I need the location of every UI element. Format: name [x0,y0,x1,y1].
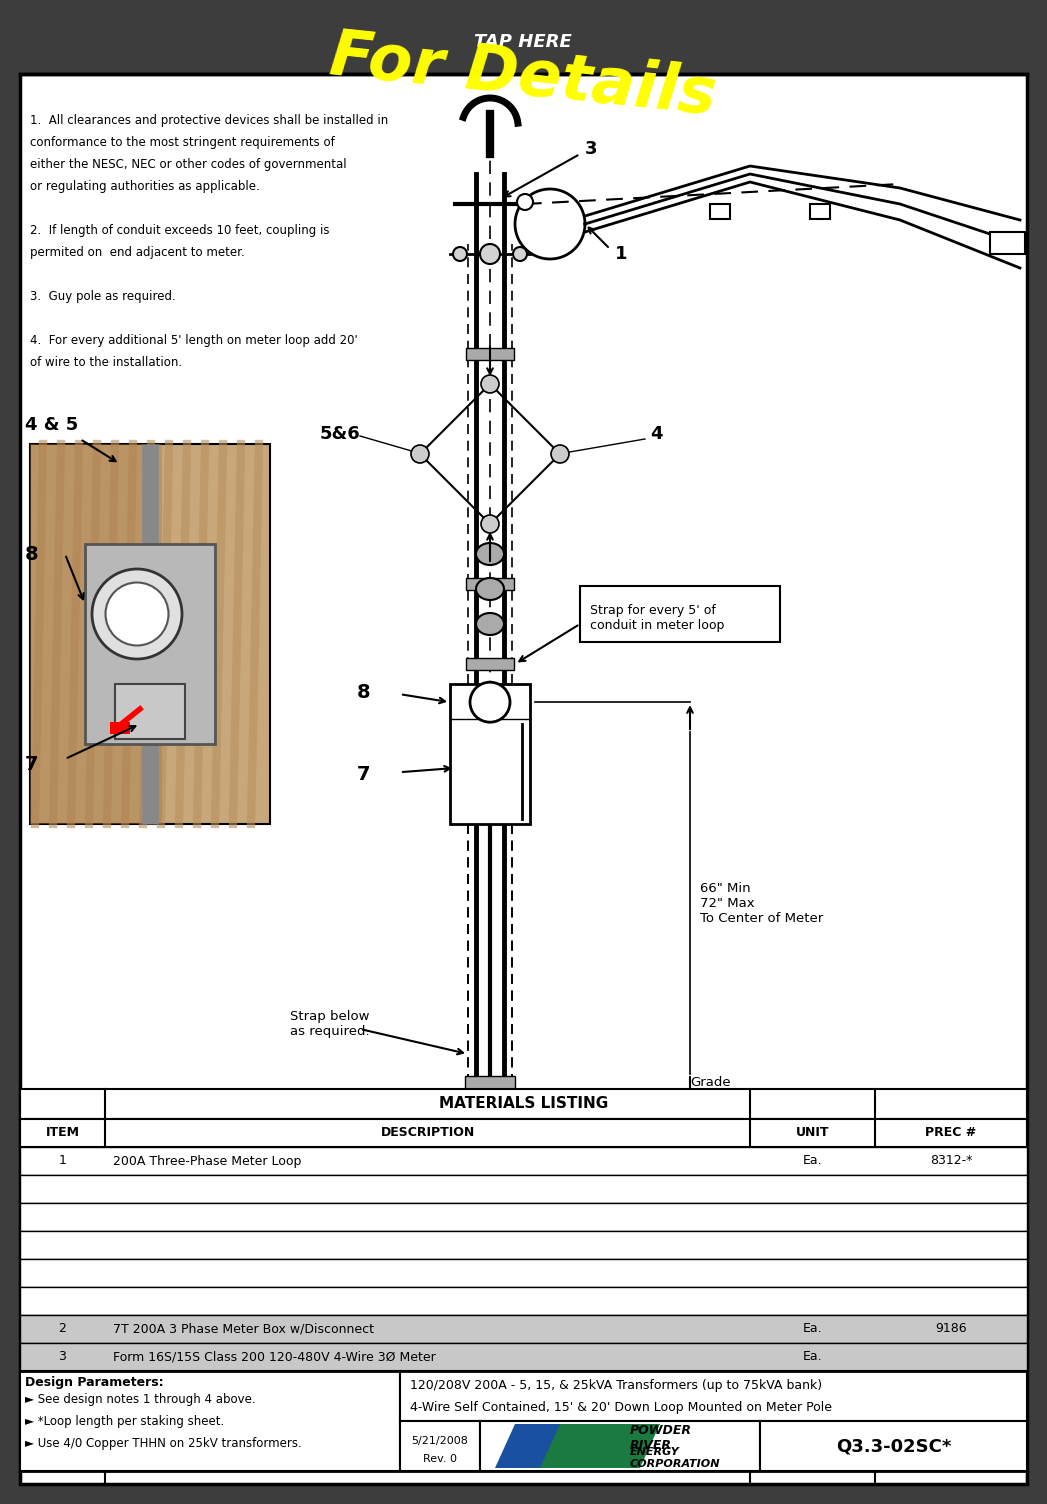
Circle shape [92,569,182,659]
Text: Grade: Grade [690,1075,731,1089]
Text: Ea.: Ea. [803,1351,822,1364]
Text: 2.  If length of conduit exceeds 10 feet, coupling is: 2. If length of conduit exceeds 10 feet,… [30,224,330,238]
Text: 200A Three-Phase Meter Loop: 200A Three-Phase Meter Loop [113,1155,302,1167]
Bar [110,722,130,734]
Bar [466,659,514,669]
Text: 8: 8 [356,683,370,702]
Text: either the NESC, NEC or other codes of governmental: either the NESC, NEC or other codes of g… [30,158,347,171]
Bar [20,1119,1027,1148]
Text: TAP HERE: TAP HERE [474,33,572,51]
Text: 3: 3 [585,140,598,158]
Text: 7T 200A 3 Phase Meter Box w/Disconnect: 7T 200A 3 Phase Meter Box w/Disconnect [113,1322,374,1336]
Text: 1: 1 [615,245,627,263]
Text: of wire to the installation.: of wire to the installation. [30,356,182,368]
Text: 9186: 9186 [935,1322,966,1336]
Text: 4 & 5: 4 & 5 [25,417,79,435]
Polygon shape [495,1424,615,1468]
Bar [20,1314,1027,1343]
Circle shape [470,683,510,722]
Bar [20,1343,1027,1372]
Circle shape [453,247,467,262]
Text: 7: 7 [25,755,39,773]
Bar [450,684,530,824]
Bar [466,578,514,590]
Bar [115,684,185,738]
Bar [810,205,830,220]
Circle shape [551,445,569,463]
Text: Ea.: Ea. [803,1155,822,1167]
Ellipse shape [476,614,504,635]
Text: MATERIALS LISTING: MATERIALS LISTING [439,1096,608,1111]
Bar [20,1287,1027,1314]
Bar [480,1421,760,1471]
Circle shape [411,445,429,463]
Text: Strap below
as required.: Strap below as required. [290,1011,370,1038]
Text: or regulating authorities as applicable.: or regulating authorities as applicable. [30,180,260,193]
Text: Rev. 0: Rev. 0 [423,1453,456,1463]
Text: 5/21/2008: 5/21/2008 [411,1436,468,1445]
Text: Ea.: Ea. [803,1322,822,1336]
Text: Ground rod per RUS
standard H1.1: Ground rod per RUS standard H1.1 [260,1200,393,1227]
Text: 8312-*: 8312-* [930,1155,973,1167]
Text: 66" Min
72" Max
To Center of Meter: 66" Min 72" Max To Center of Meter [700,881,823,925]
Text: conformance to the most stringent requirements of: conformance to the most stringent requir… [30,135,335,149]
Bar [710,205,730,220]
Text: 8: 8 [25,544,39,564]
Circle shape [480,244,500,265]
Circle shape [517,194,533,211]
Text: 2: 2 [59,1322,66,1336]
Bar [580,587,780,642]
Text: 5&6: 5&6 [319,426,360,444]
Text: 1: 1 [59,1155,66,1167]
Bar [400,1421,480,1471]
Bar [990,232,1025,254]
Text: Q3.3-02SC*: Q3.3-02SC* [836,1436,951,1454]
Bar [760,1421,1027,1471]
Text: 7: 7 [356,766,370,785]
Bar [20,1148,1027,1175]
Text: UNIT: UNIT [796,1126,829,1140]
Bar [30,444,162,824]
Text: ► See design notes 1 through 4 above.: ► See design notes 1 through 4 above. [25,1393,255,1406]
Text: permited on  end adjacent to meter.: permited on end adjacent to meter. [30,247,245,259]
Text: ► Use 4/0 Copper THHN on 25kV transformers.: ► Use 4/0 Copper THHN on 25kV transforme… [25,1436,302,1450]
Circle shape [513,247,527,262]
Ellipse shape [476,578,504,600]
Ellipse shape [476,543,504,566]
Text: ► *Loop length per staking sheet.: ► *Loop length per staking sheet. [25,1415,224,1427]
Bar [465,1075,515,1092]
Bar [85,544,215,744]
Bar [20,1203,1027,1230]
Text: ENERGY
CORPORATION: ENERGY CORPORATION [630,1447,720,1469]
Polygon shape [540,1424,660,1468]
Text: Design Parameters:: Design Parameters: [25,1376,163,1390]
Bar [20,1230,1027,1259]
Text: For Details: For Details [327,26,719,128]
Text: ITEM: ITEM [45,1126,80,1140]
Bar [466,347,514,359]
Text: 120/208V 200A - 5, 15, & 25kVA Transformers (up to 75kVA bank): 120/208V 200A - 5, 15, & 25kVA Transform… [410,1379,822,1393]
Bar [20,1175,1027,1203]
Text: 4-Wire Self Contained, 15' & 20' Down Loop Mounted on Meter Pole: 4-Wire Self Contained, 15' & 20' Down Lo… [410,1402,832,1414]
Bar [20,1259,1027,1287]
Text: Strap for every 5' of
conduit in meter loop: Strap for every 5' of conduit in meter l… [591,605,725,632]
Text: 4: 4 [650,426,663,444]
Text: 3: 3 [59,1351,66,1364]
Bar [400,1372,1027,1421]
Circle shape [106,582,169,645]
Bar [30,444,270,824]
Text: 1.  All clearances and protective devices shall be installed in: 1. All clearances and protective devices… [30,114,388,126]
Text: Form 16S/15S Class 200 120-480V 4-Wire 3Ø Meter: Form 16S/15S Class 200 120-480V 4-Wire 3… [113,1351,436,1364]
Text: PREC #: PREC # [926,1126,977,1140]
Text: POWDER
RIVER: POWDER RIVER [630,1424,692,1451]
Bar [20,1372,400,1471]
Text: 3.  Guy pole as required.: 3. Guy pole as required. [30,290,176,302]
Text: DESCRIPTION: DESCRIPTION [380,1126,474,1140]
Circle shape [481,374,499,393]
Text: 4.  For every additional 5' length on meter loop add 20': 4. For every additional 5' length on met… [30,334,358,347]
Bar [20,1089,1027,1119]
Circle shape [481,514,499,532]
